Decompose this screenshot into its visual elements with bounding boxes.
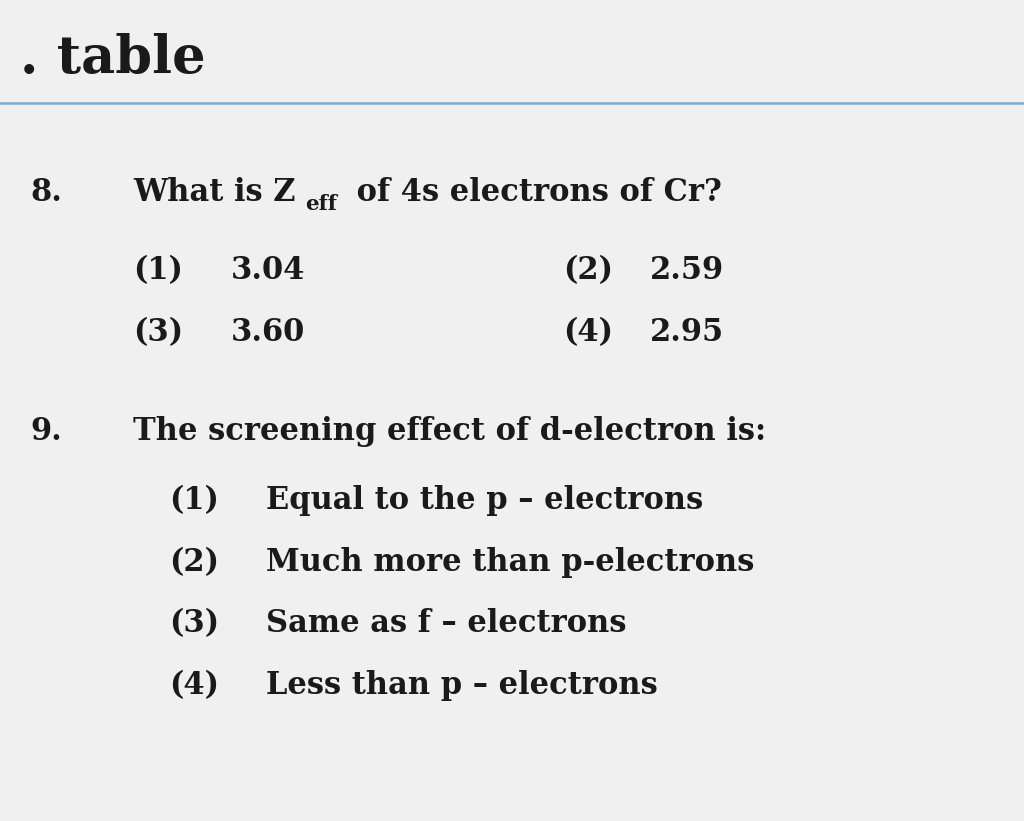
Text: Same as f – electrons: Same as f – electrons [266,608,627,640]
Text: (1): (1) [133,255,183,287]
Text: The screening effect of d-electron is:: The screening effect of d-electron is: [133,415,766,447]
Text: 3.04: 3.04 [230,255,305,287]
Text: . table: . table [20,33,206,84]
Text: (2): (2) [563,255,613,287]
Text: (3): (3) [133,317,183,348]
Text: 3.60: 3.60 [230,317,305,348]
Text: (4): (4) [563,317,613,348]
Text: 2.95: 2.95 [650,317,724,348]
Text: (1): (1) [169,485,219,516]
Text: 2.59: 2.59 [650,255,724,287]
Text: Equal to the p – electrons: Equal to the p – electrons [266,485,703,516]
Text: 8.: 8. [31,177,62,209]
Text: of 4s electrons of Cr?: of 4s electrons of Cr? [346,177,722,209]
Text: What is Z: What is Z [133,177,296,209]
Text: (4): (4) [169,670,219,701]
Text: Much more than p-electrons: Much more than p-electrons [266,547,755,578]
Text: 9.: 9. [31,415,62,447]
Text: Less than p – electrons: Less than p – electrons [266,670,658,701]
Text: (3): (3) [169,608,219,640]
Text: (2): (2) [169,547,219,578]
Text: eff: eff [305,194,337,213]
